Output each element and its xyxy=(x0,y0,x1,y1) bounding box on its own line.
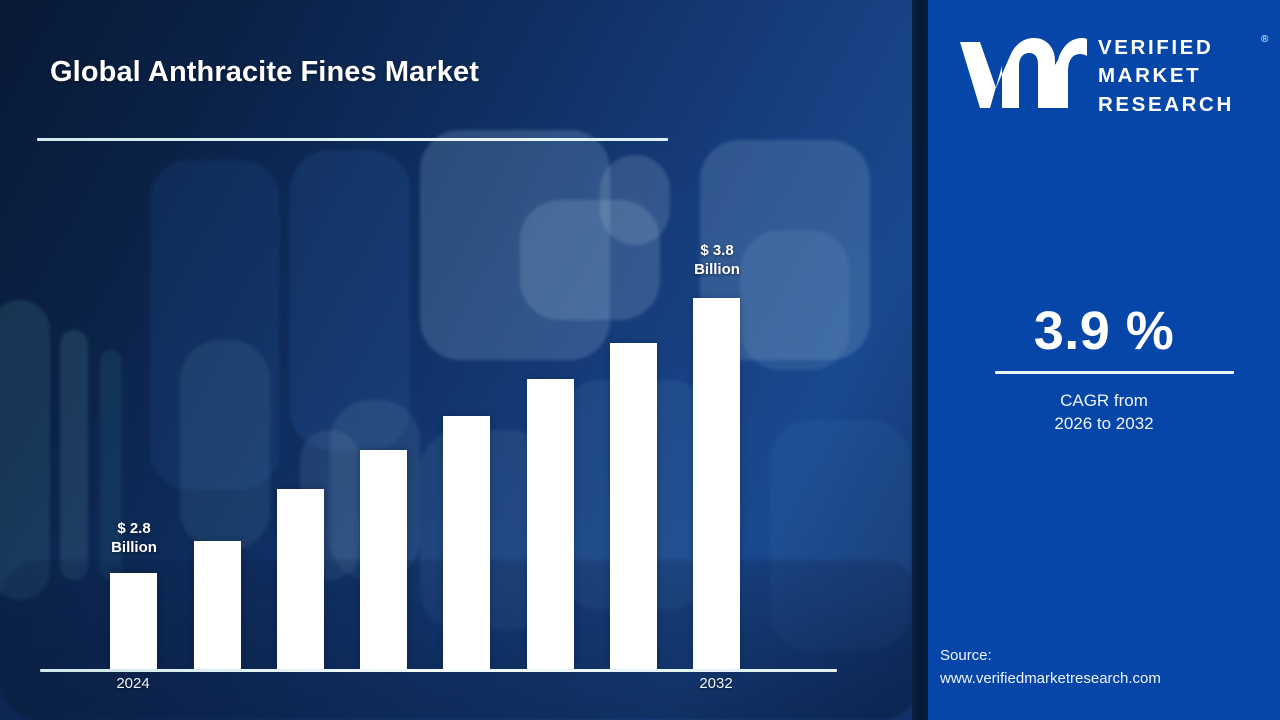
brand-logo[interactable]: VERIFIED MARKET RESEARCH ® xyxy=(950,28,1268,118)
data-label-last: $ 3.8 Billion xyxy=(662,241,772,279)
axis-tick-2032: 2032 xyxy=(699,675,733,692)
brand-logo-text: VERIFIED MARKET RESEARCH xyxy=(1098,34,1234,119)
data-label-first: $ 2.8 Billion xyxy=(79,519,189,557)
brand-line-2: MARKET xyxy=(1098,64,1202,88)
page-title: Global Anthracite Fines Market xyxy=(50,56,479,88)
panel-divider xyxy=(912,0,928,720)
registered-trademark-icon: ® xyxy=(1261,34,1269,45)
data-label-first-unit: Billion xyxy=(111,539,157,557)
bar-2028 xyxy=(443,416,490,669)
right-panel: VERIFIED MARKET RESEARCH ® 3.9 % CAGR fr… xyxy=(928,0,1280,720)
axis-tick-2024: 2024 xyxy=(116,675,150,692)
cagr-caption: CAGR from 2026 to 2032 xyxy=(928,390,1280,435)
bar-2027 xyxy=(360,450,407,669)
cagr-caption-line-1: CAGR from xyxy=(1060,391,1148,410)
title-divider xyxy=(37,138,668,141)
bar-2029 xyxy=(527,379,574,669)
bar-2026 xyxy=(277,489,324,669)
vmr-logo-icon xyxy=(960,38,1087,108)
bar-2025 xyxy=(194,541,241,669)
cagr-caption-line-2: 2026 to 2032 xyxy=(1054,413,1154,433)
cagr-divider xyxy=(995,371,1234,374)
source-label: Source: xyxy=(940,647,992,664)
brand-line-3: RESEARCH xyxy=(1098,92,1234,116)
bar-2030 xyxy=(610,343,657,669)
source-url[interactable]: www.verifiedmarketresearch.com xyxy=(940,669,1161,687)
bar-2032 xyxy=(693,298,740,669)
brand-line-1: VERIFIED xyxy=(1098,36,1214,59)
x-axis-line xyxy=(40,669,837,672)
data-label-last-value: $ 3.8 xyxy=(700,242,734,259)
data-label-first-value: $ 2.8 xyxy=(117,520,151,537)
left-panel: Global Anthracite Fines Market $ 2.8 Bil… xyxy=(0,0,920,720)
source-block: Source: www.verifiedmarketresearch.com xyxy=(940,645,1280,690)
data-label-last-unit: Billion xyxy=(694,261,740,279)
bar-2024 xyxy=(110,573,157,669)
cagr-value: 3.9 % xyxy=(1033,301,1175,361)
bar-chart: $ 2.8 Billion $ 3.8 Billion 2024 2032 xyxy=(40,241,837,692)
